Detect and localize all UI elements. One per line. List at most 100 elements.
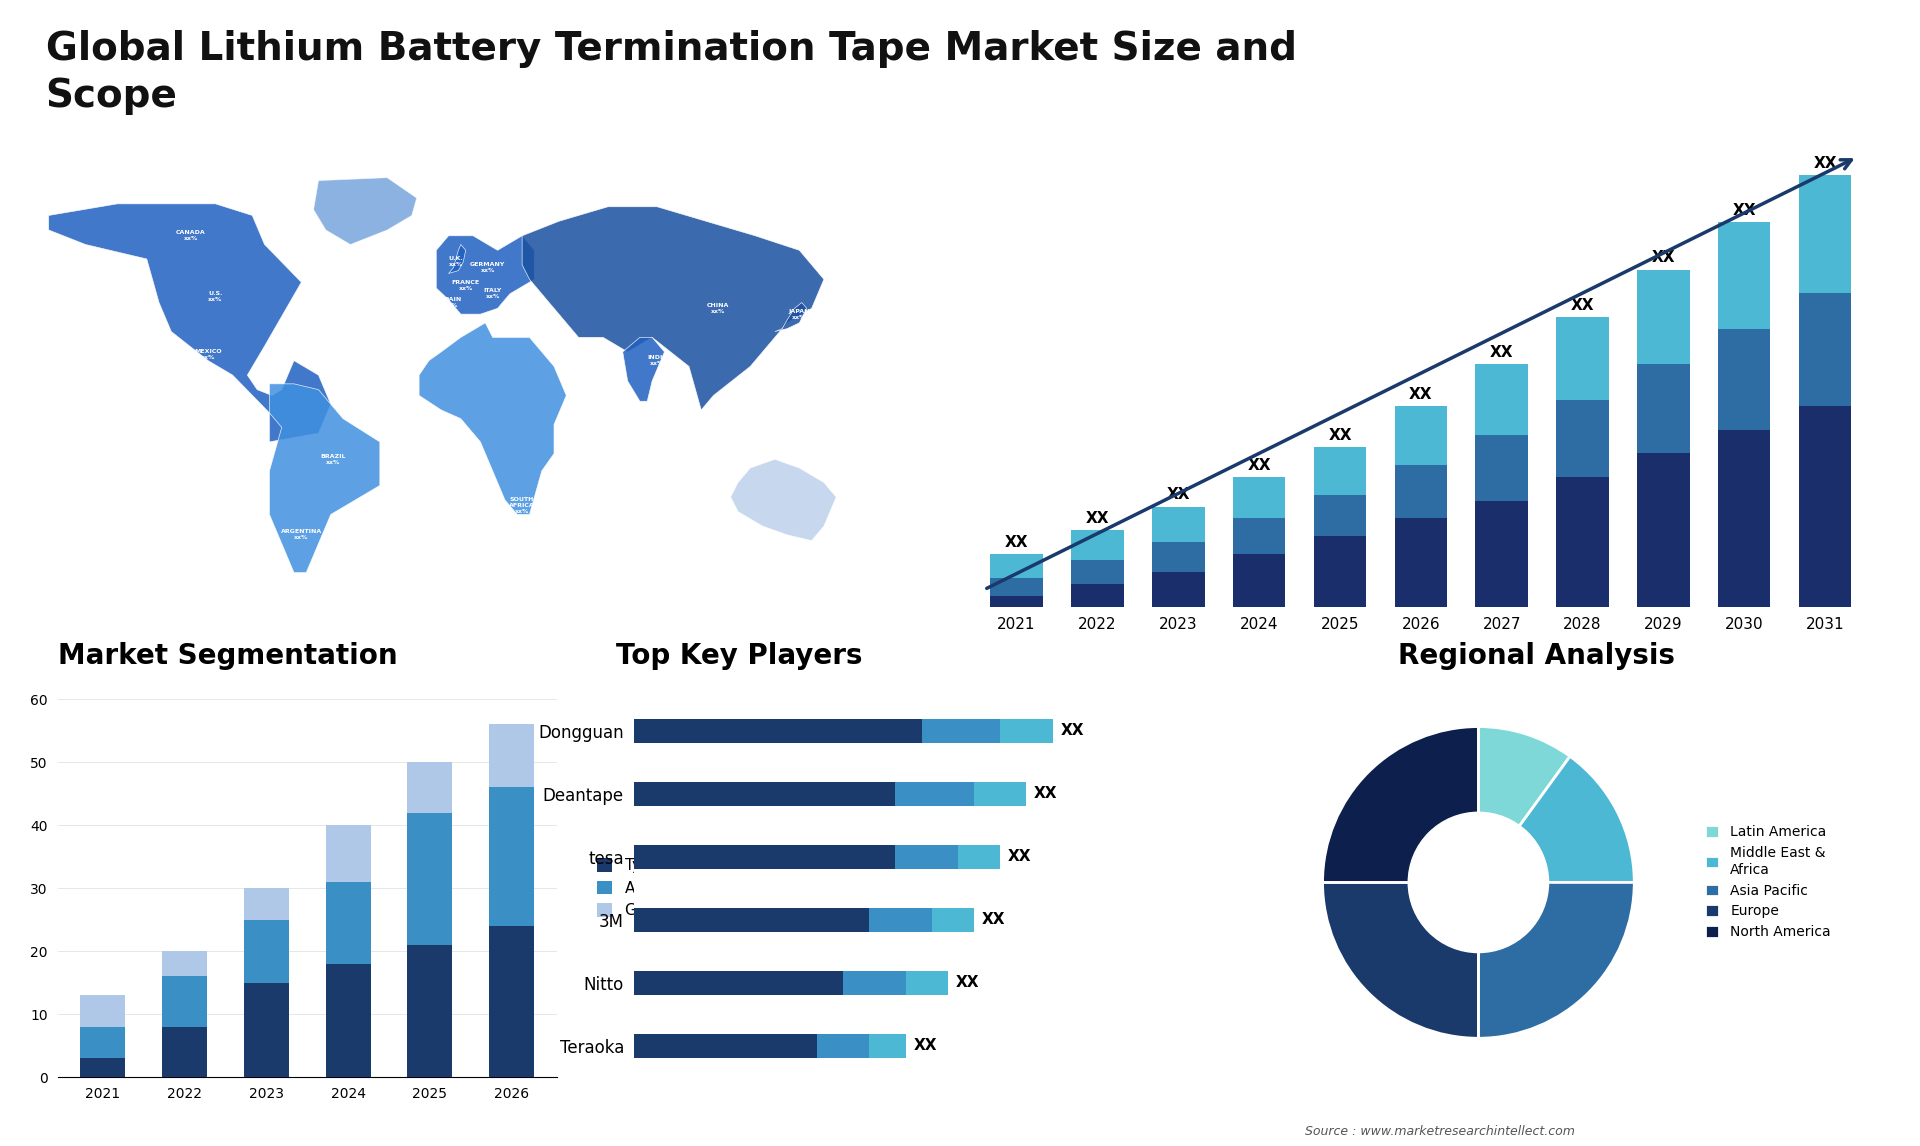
Text: XX: XX <box>1008 849 1031 864</box>
Bar <box>870 908 931 932</box>
Polygon shape <box>419 323 566 515</box>
Bar <box>958 845 1000 869</box>
Bar <box>81 995 125 1027</box>
Bar <box>870 1034 906 1058</box>
Bar <box>1233 554 1284 607</box>
Text: XX: XX <box>1651 250 1674 266</box>
Bar <box>490 787 534 926</box>
Text: XX: XX <box>1732 203 1757 218</box>
Bar <box>81 1027 125 1059</box>
Bar <box>634 845 895 869</box>
Bar <box>922 719 1000 743</box>
Circle shape <box>1407 813 1549 952</box>
Polygon shape <box>622 337 664 401</box>
Text: XX: XX <box>1248 457 1271 473</box>
Bar <box>634 719 922 743</box>
Text: XX: XX <box>1167 487 1190 502</box>
Bar <box>634 782 895 806</box>
Bar <box>973 782 1027 806</box>
Bar <box>634 1034 816 1058</box>
Bar <box>1718 329 1770 430</box>
Text: U.K.
xx%: U.K. xx% <box>449 257 463 267</box>
Wedge shape <box>1478 882 1634 1038</box>
Text: Source : www.marketresearchintellect.com: Source : www.marketresearchintellect.com <box>1306 1124 1574 1138</box>
Bar <box>1557 477 1609 607</box>
Bar <box>1152 572 1204 607</box>
Wedge shape <box>1323 882 1478 1038</box>
Text: Regional Analysis: Regional Analysis <box>1398 643 1674 670</box>
Text: XX: XX <box>1329 429 1352 444</box>
Polygon shape <box>776 303 806 331</box>
Text: FRANCE
xx%: FRANCE xx% <box>451 280 480 291</box>
Bar <box>634 971 843 995</box>
Bar <box>1394 518 1448 607</box>
Text: BRAZIL
xx%: BRAZIL xx% <box>321 454 346 465</box>
Bar <box>1313 536 1367 607</box>
Bar <box>1475 501 1528 607</box>
Text: XX: XX <box>1571 298 1594 313</box>
Bar <box>161 1027 207 1077</box>
Text: XX: XX <box>1490 345 1513 360</box>
Text: CHINA
xx%: CHINA xx% <box>707 303 730 314</box>
Bar <box>1799 293 1851 406</box>
Bar <box>1313 447 1367 495</box>
Text: XX: XX <box>1035 786 1058 801</box>
Wedge shape <box>1323 727 1478 882</box>
Bar <box>1799 174 1851 293</box>
Text: XX: XX <box>956 975 979 990</box>
Text: GERMANY
xx%: GERMANY xx% <box>470 262 505 273</box>
Text: XX: XX <box>1812 156 1837 171</box>
Bar <box>407 762 453 813</box>
Bar <box>326 882 371 964</box>
Text: SPAIN
xx%: SPAIN xx% <box>440 297 461 308</box>
Text: XX: XX <box>1085 511 1110 526</box>
Text: ITALY
xx%: ITALY xx% <box>484 289 501 299</box>
Polygon shape <box>522 206 824 410</box>
Bar <box>244 982 288 1077</box>
Wedge shape <box>1478 727 1571 882</box>
Text: ARGENTINA
xx%: ARGENTINA xx% <box>280 529 323 540</box>
Bar <box>1799 406 1851 607</box>
Bar <box>1718 222 1770 329</box>
Bar <box>991 554 1043 578</box>
Text: CANADA
xx%: CANADA xx% <box>177 230 205 241</box>
Bar <box>1394 406 1448 465</box>
Bar <box>1718 430 1770 607</box>
Bar <box>1557 400 1609 477</box>
Text: SOUTH
AFRICA
xx%: SOUTH AFRICA xx% <box>509 497 536 515</box>
Text: INDIA
xx%: INDIA xx% <box>647 355 666 366</box>
Bar <box>991 578 1043 596</box>
Bar <box>1152 507 1204 542</box>
Bar <box>490 724 534 787</box>
Bar <box>1071 583 1123 607</box>
Bar <box>1233 477 1284 518</box>
Text: U.S.
xx%: U.S. xx% <box>207 291 223 303</box>
Polygon shape <box>48 204 330 442</box>
Bar <box>1638 269 1690 364</box>
Bar <box>407 813 453 944</box>
Text: Market Segmentation: Market Segmentation <box>58 643 397 670</box>
Polygon shape <box>732 460 837 541</box>
Bar <box>1071 560 1123 583</box>
Bar <box>490 926 534 1077</box>
Bar <box>1638 364 1690 454</box>
Bar <box>895 845 958 869</box>
Bar <box>244 919 288 982</box>
Polygon shape <box>269 384 380 573</box>
Bar <box>634 908 870 932</box>
Bar <box>244 888 288 919</box>
Bar <box>1394 465 1448 518</box>
Bar <box>991 596 1043 607</box>
Bar <box>1475 364 1528 435</box>
Bar <box>407 944 453 1077</box>
Text: XX: XX <box>1060 723 1085 738</box>
Bar <box>1475 435 1528 501</box>
Bar <box>81 1059 125 1077</box>
Text: MARKET
RESEARCH
INTELLECT: MARKET RESEARCH INTELLECT <box>1724 99 1780 131</box>
Bar <box>1071 531 1123 560</box>
Bar <box>326 964 371 1077</box>
Text: XX: XX <box>981 912 1006 927</box>
Text: XX: XX <box>1409 386 1432 402</box>
Polygon shape <box>436 236 534 314</box>
Bar <box>906 971 948 995</box>
